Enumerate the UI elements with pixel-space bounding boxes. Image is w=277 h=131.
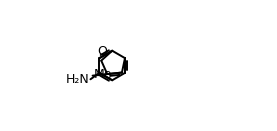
Text: O: O	[97, 45, 107, 58]
Text: Me: Me	[94, 68, 113, 81]
Text: H₂N: H₂N	[65, 73, 89, 86]
